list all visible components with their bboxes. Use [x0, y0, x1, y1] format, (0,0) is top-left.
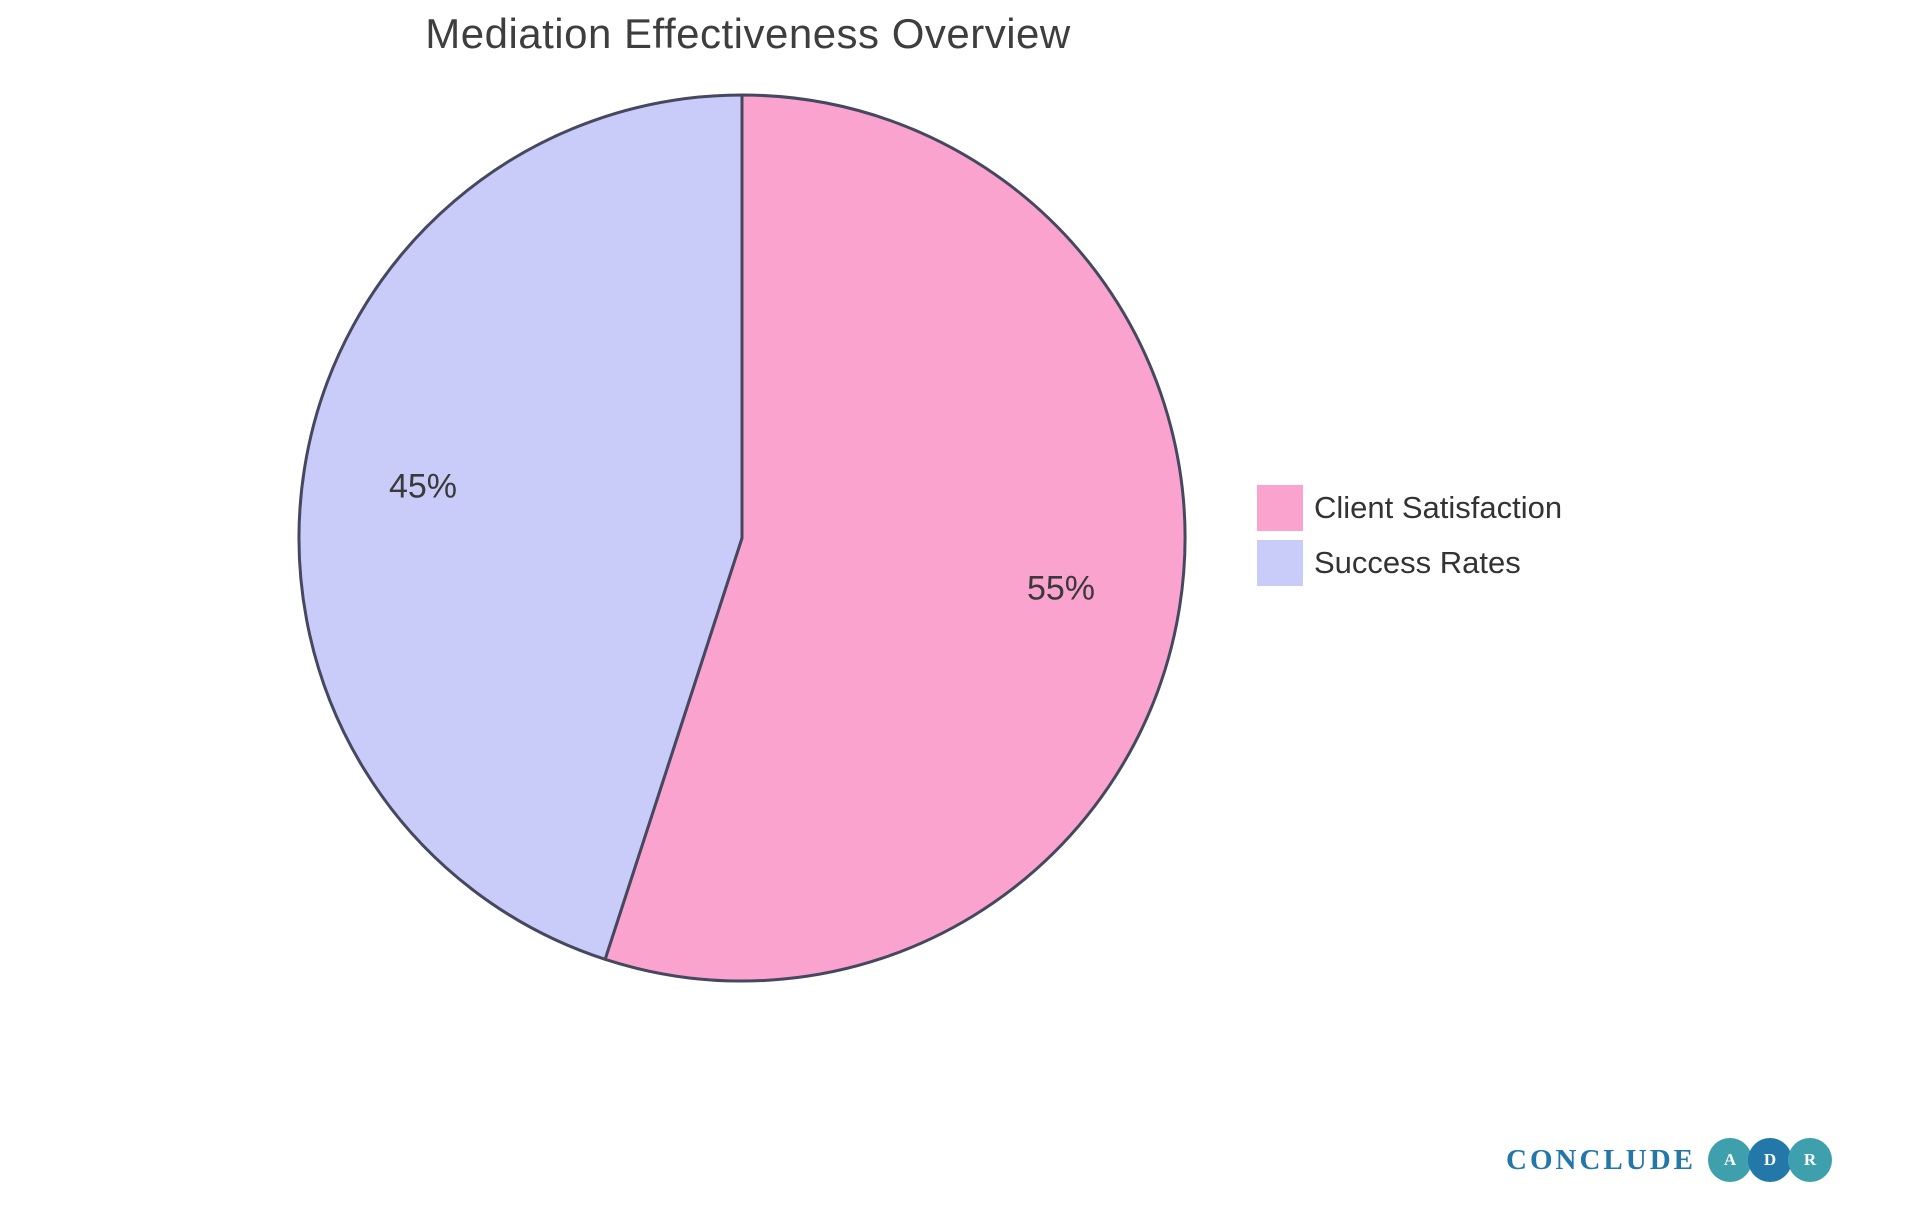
- legend-item-client-satisfaction: Client Satisfaction: [1257, 485, 1562, 531]
- legend-label: Success Rates: [1314, 545, 1521, 580]
- chart-title: Mediation Effectiveness Overview: [425, 10, 1071, 57]
- legend-label: Client Satisfaction: [1314, 490, 1563, 525]
- badge-circle-r-icon: R: [1788, 1138, 1832, 1182]
- pie-svg: [297, 93, 1187, 983]
- pie-chart: 55% 45%: [295, 91, 1189, 985]
- legend-swatch-icon: [1257, 485, 1303, 531]
- pie-slice-client-satisfaction: [603, 93, 1187, 983]
- legend-item-success-rates: Success Rates: [1257, 540, 1562, 586]
- pie-slice-success-rates: [297, 93, 744, 961]
- brand-badge-circles: A D R: [1708, 1138, 1832, 1182]
- badge-circle-d-icon: D: [1748, 1138, 1792, 1182]
- brand-wordmark: CONCLUDE: [1506, 1143, 1696, 1176]
- conclude-adr-logo: CONCLUDE A D R: [1506, 1138, 1832, 1182]
- badge-circle-a-icon: A: [1708, 1138, 1752, 1182]
- legend-swatch-icon: [1257, 540, 1303, 586]
- chart-legend: Client Satisfaction Success Rates: [1257, 485, 1562, 586]
